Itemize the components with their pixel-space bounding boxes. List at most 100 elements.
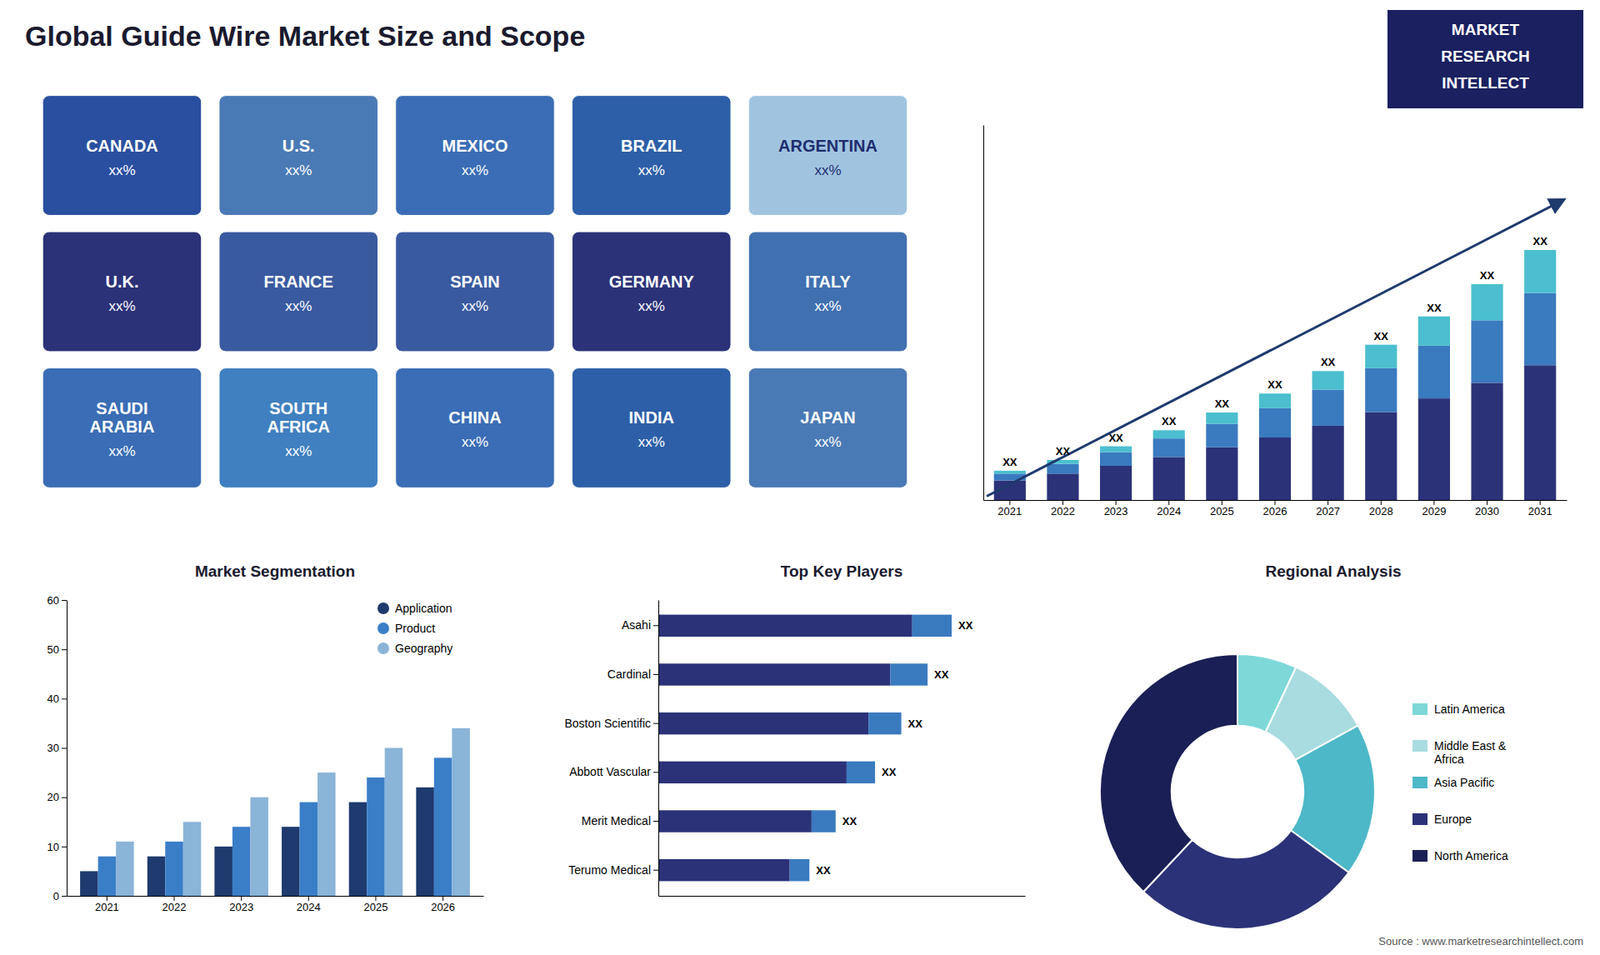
y-tick: 50 xyxy=(47,643,67,656)
y-tick: 20 xyxy=(47,790,67,804)
logo-text: MARKET xyxy=(1451,20,1520,39)
country-tile xyxy=(219,368,379,489)
legend-label: Middle East &Africa xyxy=(1434,739,1507,766)
y-tick: 40 xyxy=(47,692,67,705)
bar xyxy=(366,777,385,896)
y-tick: 30 xyxy=(47,741,67,755)
bar xyxy=(658,712,869,735)
country-value: xx% xyxy=(461,298,489,315)
country-tile xyxy=(42,95,202,216)
country-name-line: SOUTH xyxy=(269,399,328,418)
bar xyxy=(1100,465,1132,500)
value-label: XX xyxy=(1002,455,1018,469)
legend-label-line: Africa xyxy=(1434,752,1465,766)
y-tick-mark xyxy=(61,895,67,897)
x-tick-mark xyxy=(1540,500,1541,505)
x-tick-label: 2026 xyxy=(430,900,455,914)
country-value: xx% xyxy=(285,443,312,460)
y-tick-label: Cardinal xyxy=(607,667,651,681)
country-tile xyxy=(395,231,555,352)
y-domain xyxy=(66,600,68,897)
x-tick: 2023 xyxy=(1104,500,1129,518)
y-axis: 0102030405060 xyxy=(47,594,68,903)
bar xyxy=(912,615,952,637)
country-tile xyxy=(395,95,555,216)
legend-item: Application xyxy=(377,601,453,615)
logo-text: RESEARCH xyxy=(1440,47,1530,65)
x-tick-label: 2031 xyxy=(1528,505,1553,518)
country-name-line: AFRICA xyxy=(266,417,330,436)
country-name: ITALY xyxy=(805,272,851,291)
country: SOUTHAFRICA xx% xyxy=(219,368,379,489)
bar xyxy=(658,663,890,685)
country-name: CANADA xyxy=(85,136,159,155)
x-tick-mark xyxy=(1327,500,1329,505)
x-tick-mark xyxy=(375,895,376,901)
country-tile xyxy=(748,231,908,352)
country-tile xyxy=(42,368,202,489)
country-name: ARGENTINA xyxy=(778,136,878,155)
bar xyxy=(1418,316,1450,346)
y-axis xyxy=(983,125,985,501)
legend-swatch xyxy=(1412,813,1428,825)
country-name-line: INDIA xyxy=(629,408,675,427)
x-tick: 2027 xyxy=(1315,500,1340,518)
country-value: xx% xyxy=(108,443,135,460)
x-tick: 2028 xyxy=(1369,500,1394,518)
bar xyxy=(1524,293,1556,366)
pie-chart: Regional AnalysisLatin AmericaMiddle Eas… xyxy=(1100,562,1509,930)
legend-label-line: North America xyxy=(1434,849,1509,863)
x-tick-mark xyxy=(1221,500,1223,505)
country-name-line: ARABIA xyxy=(90,417,155,436)
x-tick-mark xyxy=(1115,500,1117,505)
country: JAPANxx% xyxy=(748,368,908,489)
bar-chart: XXXXXXXXXXXXXXXXXXXXXX202120222023202420… xyxy=(984,125,1568,519)
bar xyxy=(115,841,135,896)
bar xyxy=(1153,456,1185,500)
country-name: SOUTHAFRICA xyxy=(266,399,330,436)
legend-swatch xyxy=(377,642,390,655)
x-tick: 2026 xyxy=(1263,500,1288,518)
country-name-line: BRAZIL xyxy=(620,136,682,155)
bars xyxy=(994,250,1557,500)
legend-item: Europe xyxy=(1412,812,1472,826)
x-tick-label: 2022 xyxy=(162,900,187,914)
y-tick: Boston Scientific xyxy=(565,716,660,730)
x-tick-mark xyxy=(240,895,242,901)
country-tile xyxy=(571,231,731,352)
x-tick: 2022 xyxy=(1050,500,1075,518)
bar xyxy=(1470,320,1503,383)
x-tick-label: 2025 xyxy=(364,900,389,914)
country: CANADAxx% xyxy=(42,95,202,216)
value-label: XX xyxy=(1374,330,1390,343)
x-tick-label: 2022 xyxy=(1050,505,1075,518)
x-tick-label: 2021 xyxy=(997,505,1022,518)
bar xyxy=(1205,412,1238,425)
country-name-line: JAPAN xyxy=(800,408,855,427)
country-value: xx% xyxy=(814,298,841,315)
value-label: XX xyxy=(842,815,858,828)
country-value: xx% xyxy=(461,162,489,179)
legend-swatch xyxy=(1412,776,1428,789)
x-tick-label: 2023 xyxy=(1104,505,1129,518)
y-tick: 0 xyxy=(53,890,67,903)
legend-label: North America xyxy=(1434,849,1509,863)
bar xyxy=(250,797,269,896)
legend-item: Middle East &Africa xyxy=(1412,739,1507,766)
logo: MARKETRESEARCHINTELLECT xyxy=(1387,10,1584,109)
x-tick: 2021 xyxy=(997,500,1022,518)
country: BRAZILxx% xyxy=(571,95,731,216)
dashboard: Global Guide Wire Market Size and ScopeS… xyxy=(0,0,1600,955)
map-tiles: CANADAxx%U.S.xx%MEXICOxx%BRAZILxx%ARGENT… xyxy=(42,95,908,489)
x-tick-mark xyxy=(1486,500,1488,505)
country-name: U.S. xyxy=(282,136,315,155)
country-value: xx% xyxy=(638,298,665,315)
y-tick-mark xyxy=(653,625,659,626)
country-name-line: CANADA xyxy=(85,136,159,155)
y-tick-mark xyxy=(653,771,659,773)
chart-title: Regional Analysis xyxy=(1265,562,1402,580)
y-tick-label: 60 xyxy=(47,594,60,607)
y-tick: Asahi xyxy=(621,618,659,632)
x-domain xyxy=(659,895,1026,897)
x-tick: 2030 xyxy=(1475,500,1500,518)
